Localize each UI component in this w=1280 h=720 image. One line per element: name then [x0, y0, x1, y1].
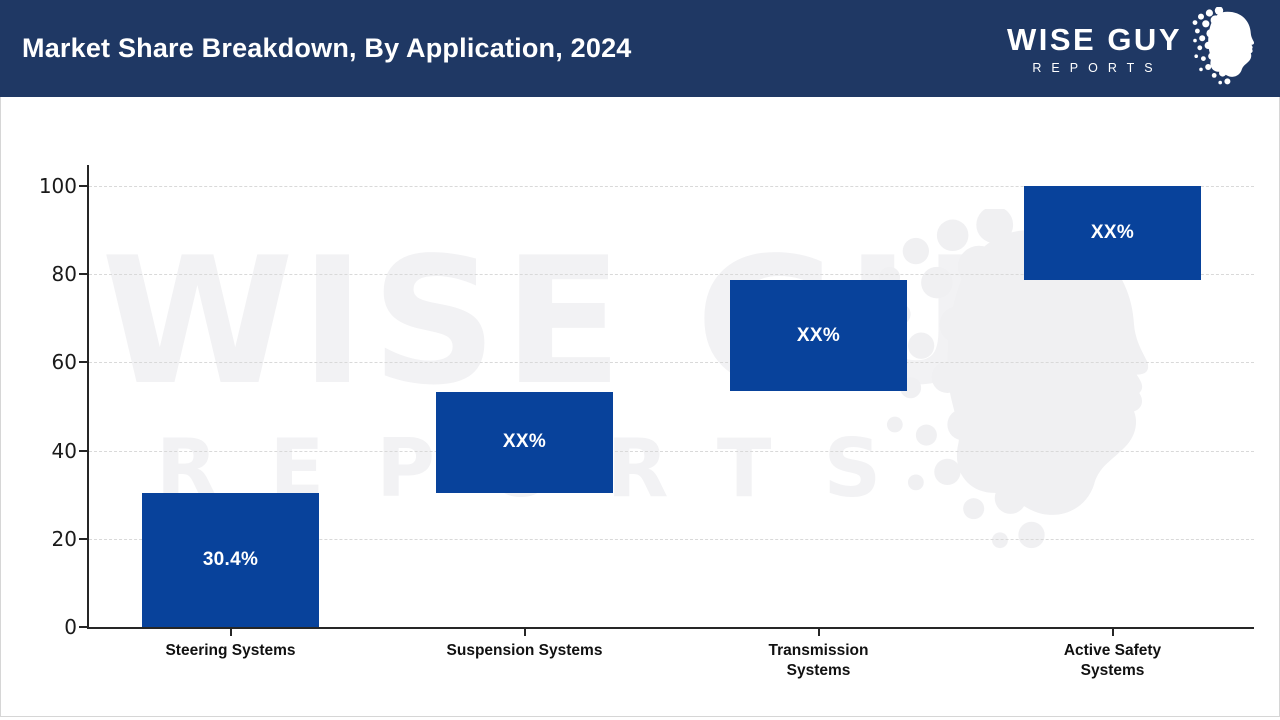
bar: 30.4%	[142, 492, 319, 627]
y-tick-mark	[79, 273, 87, 276]
y-tick-label: 0	[64, 615, 77, 639]
dotted-profile-head-icon	[1192, 6, 1255, 84]
chart-region: WISE GUY REPORTS 02040608010030.4%Steeri…	[0, 97, 1280, 717]
bar-value-label: XX%	[1090, 222, 1135, 244]
x-tick-mark	[1111, 629, 1114, 636]
category-label: Transmission Systems	[709, 641, 929, 681]
brand-wordmark: WISE GUY	[1006, 22, 1182, 57]
header: Market Share Breakdown, By Application, …	[0, 0, 1280, 97]
y-tick-label: 60	[51, 350, 77, 375]
y-tick-mark	[79, 185, 87, 187]
bar-value-label: 30.4%	[202, 548, 259, 570]
category-label: Suspension Systems	[415, 641, 635, 661]
gridline	[89, 538, 1254, 540]
watermark-wordmark: WISE GUY	[101, 221, 1127, 424]
x-tick-mark	[817, 629, 820, 636]
category-label: Steering Systems	[121, 641, 341, 661]
category-label-line: Transmission	[768, 642, 869, 659]
bar-value-label: XX%	[502, 431, 547, 453]
gridline	[89, 274, 1254, 276]
bar: XX%	[730, 280, 907, 392]
gridline	[89, 450, 1254, 452]
bar: XX%	[1024, 186, 1201, 281]
category-label-line: Suspension Systems	[446, 642, 603, 659]
y-tick-mark	[79, 537, 87, 540]
y-tick-mark	[79, 361, 87, 364]
y-tick-label: 40	[51, 438, 77, 463]
category-label-line: Systems	[786, 662, 851, 679]
gridline	[89, 362, 1254, 364]
y-tick-mark	[79, 449, 87, 452]
y-tick-label: 100	[38, 174, 77, 198]
category-label: Active Safety Systems	[1003, 641, 1223, 681]
x-tick-mark	[523, 629, 526, 636]
bar-value-label: XX%	[796, 324, 841, 346]
gridline	[89, 186, 1254, 187]
page-title: Market Share Breakdown, By Application, …	[22, 33, 632, 63]
brand-logo: WISE GUY REPORTS	[1007, 6, 1262, 91]
x-tick-mark	[229, 629, 232, 636]
brand-wordmark-block: WISE GUY REPORTS	[1007, 22, 1182, 75]
bar: XX%	[436, 391, 613, 493]
y-tick-mark	[79, 626, 87, 628]
y-tick-label: 20	[51, 526, 77, 551]
category-label-line: Steering Systems	[165, 642, 296, 659]
brand-subtitle: REPORTS	[1032, 61, 1163, 75]
category-label-line: Active Safety	[1063, 642, 1162, 659]
y-tick-label: 80	[51, 262, 77, 287]
y-axis-line	[87, 165, 89, 629]
category-label-line: Systems	[1080, 662, 1145, 679]
x-axis-line	[87, 627, 1254, 629]
